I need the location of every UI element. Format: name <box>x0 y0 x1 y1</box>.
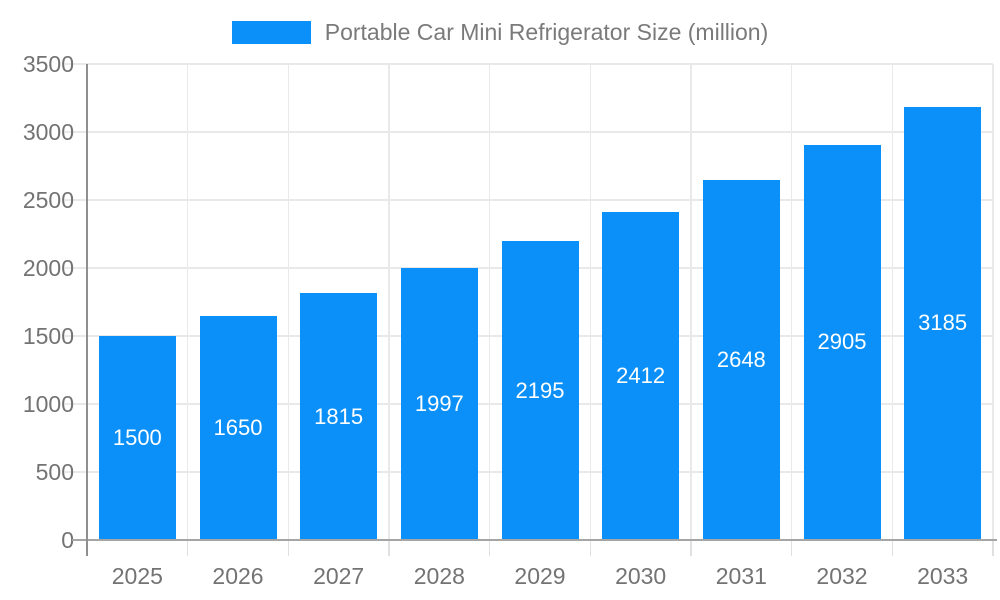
bar-value-label: 1815 <box>314 403 364 429</box>
x-axis-tick <box>992 540 994 556</box>
x-gridline <box>992 64 994 540</box>
x-gridline <box>287 64 290 540</box>
x-axis-tick <box>287 540 290 556</box>
x-gridline <box>186 64 189 540</box>
bar: 1650 <box>199 315 277 540</box>
y-axis-label: 500 <box>35 459 74 485</box>
x-gridline <box>589 64 592 540</box>
y-axis-label: 2000 <box>22 255 74 281</box>
x-axis-line <box>72 539 997 541</box>
x-axis-label: 2029 <box>514 563 566 589</box>
x-gridline <box>790 64 793 540</box>
bar-value-label: 1500 <box>112 425 162 450</box>
y-axis-label: 2500 <box>22 187 74 213</box>
x-axis-tick <box>891 540 894 556</box>
x-gridline <box>388 64 390 540</box>
x-axis-label: 2025 <box>111 563 163 589</box>
x-axis-tick <box>589 540 592 556</box>
x-axis-label: 2033 <box>917 563 969 589</box>
x-axis-tick <box>790 540 793 556</box>
y-axis-label: 3000 <box>22 119 74 145</box>
x-gridline <box>488 64 491 540</box>
x-axis-label: 2028 <box>413 563 465 589</box>
bar-value-label: 3185 <box>918 310 968 336</box>
x-axis-tick <box>488 540 491 556</box>
x-axis-label: 2026 <box>212 563 264 589</box>
bar-value-label: 2412 <box>616 362 666 388</box>
x-axis-tick <box>186 540 189 556</box>
x-axis-tick <box>388 540 390 556</box>
x-gridline <box>690 64 692 540</box>
legend-swatch <box>231 21 311 44</box>
y-gridline <box>65 131 993 133</box>
x-axis-label: 2030 <box>615 563 667 589</box>
y-axis-label: 0 <box>61 527 74 553</box>
bar-value-label: 1997 <box>414 391 464 417</box>
bar: 2905 <box>803 144 881 540</box>
bar-value-label: 1650 <box>213 414 263 440</box>
y-axis-label: 3500 <box>22 51 74 77</box>
x-axis-tick <box>690 540 692 556</box>
y-axis-label: 1500 <box>22 323 74 349</box>
bar: 1997 <box>400 268 478 540</box>
chart-legend[interactable]: Portable Car Mini Refrigerator Size (mil… <box>0 18 1000 47</box>
bar: 3185 <box>904 106 982 540</box>
legend-label: Portable Car Mini Refrigerator Size (mil… <box>324 19 769 45</box>
y-axis-line <box>86 64 88 556</box>
bar-value-label: 2648 <box>716 346 766 372</box>
y-gridline <box>65 199 993 201</box>
bar-value-label: 2195 <box>515 377 565 403</box>
bar: 1500 <box>98 336 176 540</box>
bar: 1815 <box>300 293 378 540</box>
y-axis-label: 1000 <box>22 391 74 417</box>
bar: 2412 <box>602 211 680 540</box>
bar: 2648 <box>702 179 780 540</box>
x-axis-label: 2027 <box>313 563 365 589</box>
x-gridline <box>891 64 894 540</box>
x-axis-label: 2032 <box>816 563 868 589</box>
bar: 2195 <box>501 241 579 540</box>
bar-value-label: 2905 <box>817 329 867 355</box>
x-axis-label: 2031 <box>715 563 767 589</box>
y-gridline <box>65 63 993 65</box>
